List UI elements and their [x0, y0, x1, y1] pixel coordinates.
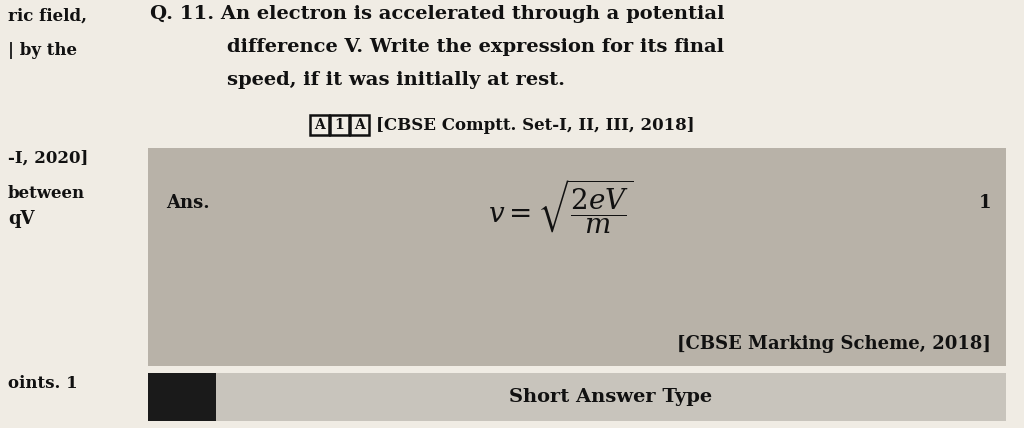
Text: oints. 1: oints. 1 — [8, 375, 78, 392]
Text: speed, if it was initially at rest.: speed, if it was initially at rest. — [227, 71, 565, 89]
Bar — [330, 115, 349, 135]
Text: 1: 1 — [979, 194, 991, 212]
Bar — [148, 373, 216, 421]
Text: difference V. Write the expression for its final: difference V. Write the expression for i… — [227, 38, 724, 56]
Text: 1: 1 — [335, 118, 344, 132]
Text: qV: qV — [8, 210, 35, 228]
Text: $v = \sqrt{\dfrac{2eV}{m}}$: $v = \sqrt{\dfrac{2eV}{m}}$ — [488, 178, 634, 236]
Text: | by the: | by the — [8, 42, 77, 59]
Bar — [310, 115, 329, 135]
Text: A: A — [314, 118, 325, 132]
Text: Q. 11. An electron is accelerated through a potential: Q. 11. An electron is accelerated throug… — [150, 5, 725, 23]
Bar — [216, 373, 1006, 421]
Bar — [350, 115, 369, 135]
Text: -I, 2020]: -I, 2020] — [8, 150, 88, 167]
Text: between: between — [8, 185, 85, 202]
Bar — [148, 148, 1006, 366]
Text: Ans.: Ans. — [166, 194, 210, 212]
Text: [CBSE Marking Scheme, 2018]: [CBSE Marking Scheme, 2018] — [677, 335, 991, 353]
Text: Short Answer Type: Short Answer Type — [509, 388, 713, 406]
Text: [CBSE Comptt. Set-I, II, III, 2018]: [CBSE Comptt. Set-I, II, III, 2018] — [376, 116, 694, 134]
Text: A: A — [354, 118, 365, 132]
Text: ric field,: ric field, — [8, 8, 87, 25]
